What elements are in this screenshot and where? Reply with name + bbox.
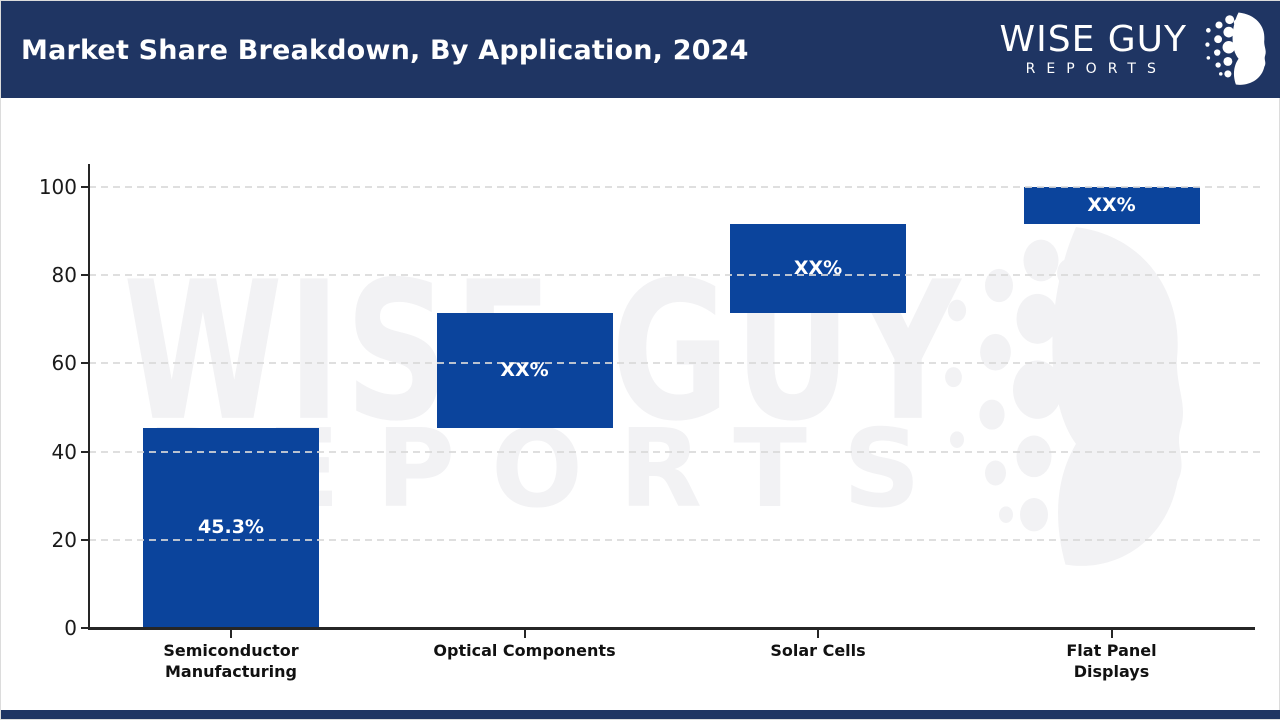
x-tick-3 [817, 630, 819, 638]
gridline-80 [89, 274, 1264, 277]
category-label-line: Displays [1073, 662, 1150, 681]
y-tick-20 [81, 538, 89, 541]
logo-head-icon [1205, 12, 1266, 85]
category-label-line: Manufacturing [165, 662, 297, 681]
x-tick-1 [230, 630, 232, 638]
bar-value-label-2: XX% [500, 358, 549, 381]
bar-value-label-1: 45.3% [198, 516, 264, 539]
logo-text: WISE GUY REPORTS [1000, 20, 1188, 78]
logo-wordmark: WISE GUY [999, 19, 1187, 60]
bar-1 [143, 428, 319, 628]
y-tick-100 [81, 186, 89, 188]
category-label-3: Solar Cells [703, 640, 933, 661]
x-tick-2 [523, 630, 526, 638]
category-label-line: Flat Panel [1066, 641, 1157, 660]
category-label-line: Semiconductor [163, 641, 299, 660]
category-label-1: Semiconductor Manufacturing [116, 640, 346, 682]
header-banner: Market Share Breakdown, By Application, … [1, 1, 1280, 98]
y-tick-0 [81, 627, 89, 629]
y-tick-40 [81, 450, 89, 453]
bar-3 [730, 224, 906, 313]
category-label-4: Flat Panel Displays [997, 640, 1227, 682]
y-tick-80 [81, 274, 89, 277]
gridline-40 [89, 450, 1264, 453]
brand-logo: WISE GUY REPORTS [1000, 9, 1268, 89]
y-tick-label-40: 40 [51, 439, 77, 464]
gridline-20 [89, 538, 1264, 541]
x-tick-4 [1110, 630, 1113, 638]
chart-title: Market Share Breakdown, By Application, … [21, 35, 749, 66]
gridline-60 [89, 362, 1264, 365]
category-label-2: Optical Components [410, 640, 640, 661]
y-tick-60 [81, 362, 89, 365]
logo-subtext: REPORTS [1025, 61, 1167, 77]
bar-value-label-4: XX% [1087, 194, 1136, 216]
footer-bar [1, 710, 1280, 719]
x-axis-line [88, 627, 1255, 630]
category-label-line: Optical Components [433, 641, 616, 660]
category-label-line: Solar Cells [770, 641, 866, 660]
y-axis-line [88, 164, 90, 629]
bar-value-label-3: XX% [793, 257, 843, 280]
y-tick-label-100: 100 [38, 175, 77, 199]
y-tick-label-0: 0 [64, 616, 77, 640]
y-tick-label-20: 20 [51, 527, 77, 552]
gridline-100 [89, 186, 1264, 188]
y-tick-label-60: 60 [51, 351, 77, 376]
bar-4 [1023, 187, 1200, 225]
y-tick-label-80: 80 [51, 263, 77, 288]
bar-2 [436, 312, 613, 429]
